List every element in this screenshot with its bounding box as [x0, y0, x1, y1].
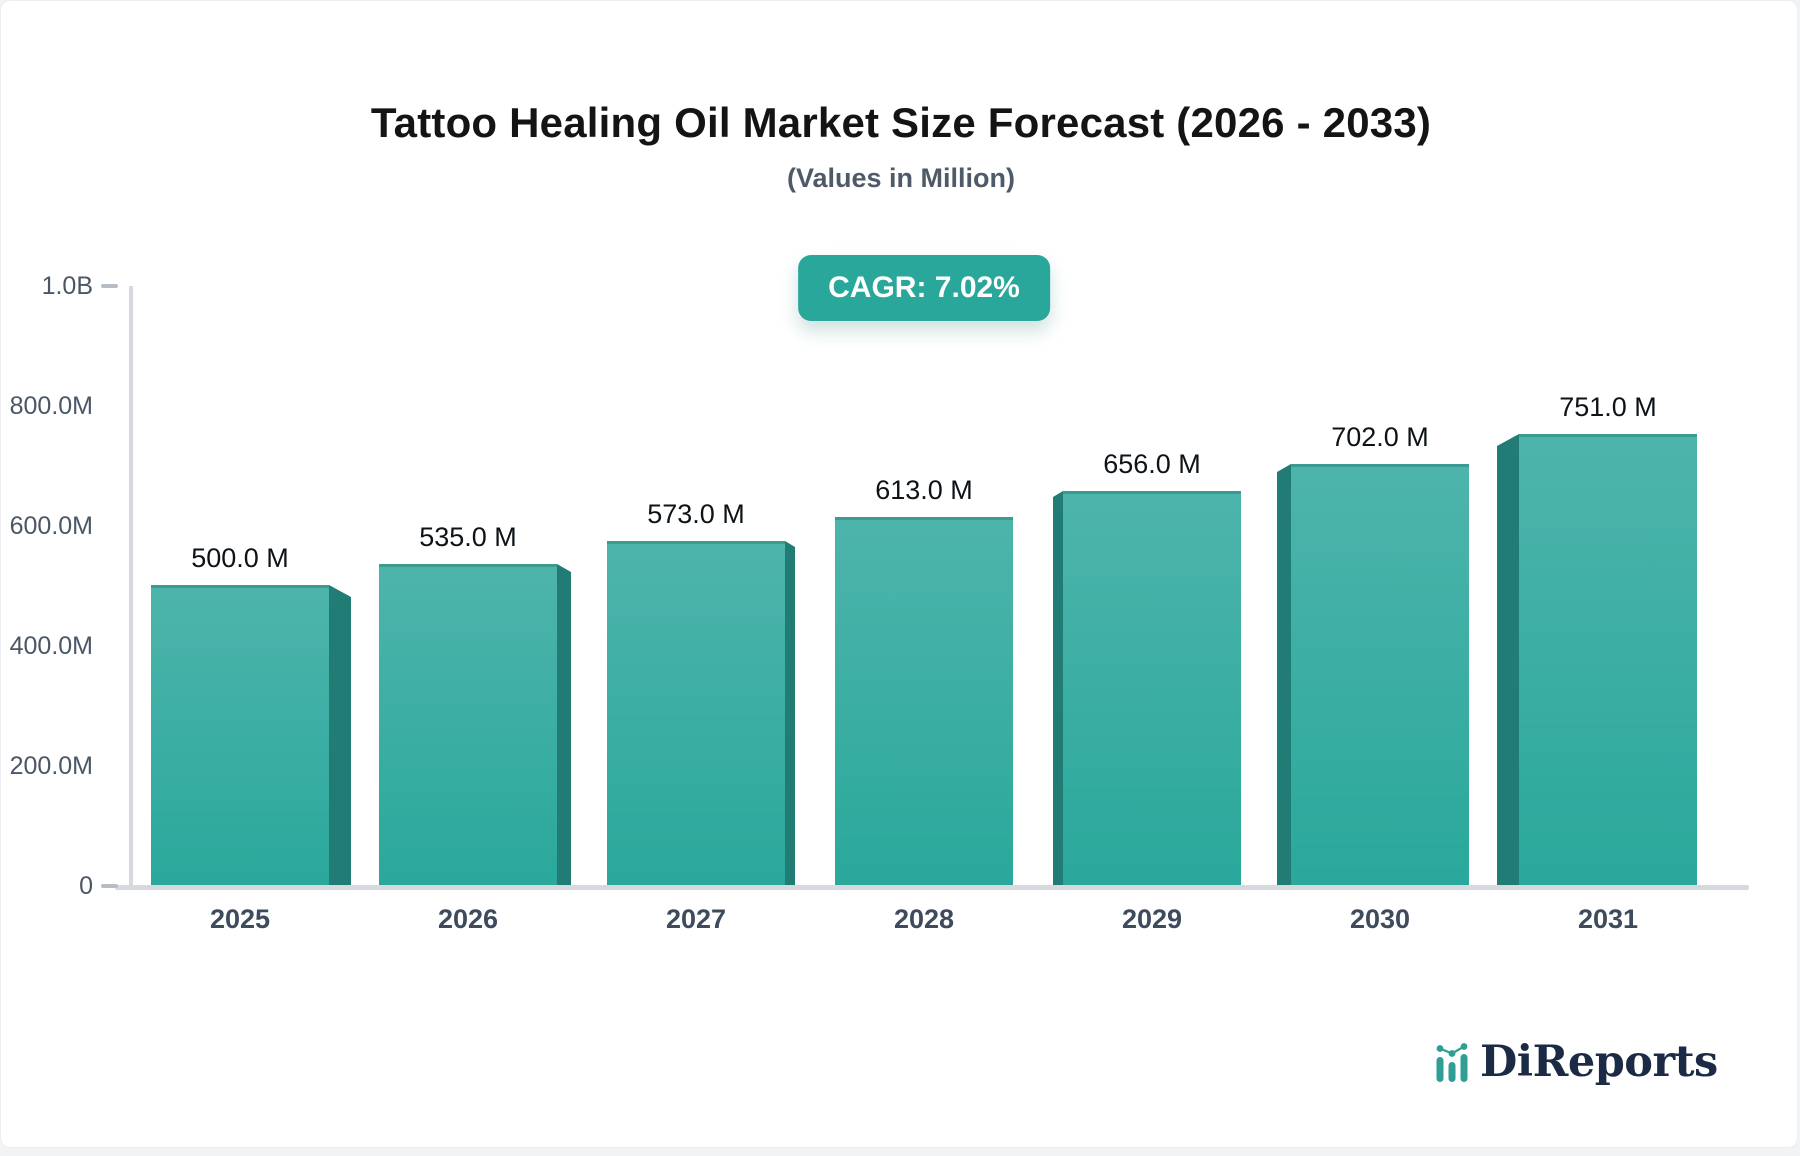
y-axis-line	[129, 286, 133, 886]
bar-value-label: 535.0 M	[419, 522, 517, 552]
x-axis-label-2025: 2025	[209, 904, 271, 934]
cagr-badge: CAGR: 7.02%	[798, 255, 1050, 321]
y-axis-tick-label: 0	[79, 872, 93, 900]
direports-logo: DiReports	[1433, 1037, 1718, 1087]
bar-value-label: 656.0 M	[1103, 449, 1201, 479]
chart-title: Tattoo Healing Oil Market Size Forecast …	[370, 99, 1432, 146]
x-axis-label-2031: 2031	[1577, 904, 1639, 934]
direports-logo-text: DiReports	[1480, 1037, 1718, 1087]
bar-side-face	[1277, 464, 1291, 885]
bar-value-label: 573.0 M	[647, 499, 745, 529]
y-axis-tick-label: 800.0M	[9, 392, 93, 420]
bar-2027[interactable]	[607, 541, 785, 885]
bar-2028[interactable]	[835, 517, 1013, 885]
y-axis-tick-label: 400.0M	[9, 632, 93, 660]
bar-value-label: 751.0 M	[1559, 392, 1657, 422]
direports-logo-icon	[1436, 1043, 1468, 1082]
y-axis-tick-mark	[101, 884, 118, 888]
bar-side-face	[785, 541, 795, 885]
bar-side-face	[1497, 434, 1519, 885]
bar-2026[interactable]	[379, 564, 557, 885]
x-axis-label-2026: 2026	[437, 904, 499, 934]
bar-2031[interactable]	[1519, 434, 1697, 885]
bar-2030[interactable]	[1291, 464, 1469, 885]
chart-subtitle: (Values in Million)	[786, 163, 1016, 193]
bar-side-face	[557, 564, 571, 885]
y-axis-tick-label: 600.0M	[9, 512, 93, 540]
x-axis-label-2030: 2030	[1349, 904, 1411, 934]
bar-value-label: 702.0 M	[1331, 422, 1429, 452]
bar-2029[interactable]	[1063, 491, 1241, 885]
y-axis-tick-label: 1.0B	[41, 272, 93, 300]
bar-value-label: 613.0 M	[875, 475, 973, 505]
bar-side-face	[1053, 491, 1063, 885]
x-axis-label-2029: 2029	[1121, 904, 1183, 934]
bar-2025[interactable]	[151, 585, 329, 885]
x-axis-line	[115, 885, 1749, 890]
y-axis-tick-mark	[101, 284, 118, 288]
bar-value-label: 500.0 M	[191, 543, 289, 573]
bar-side-face	[329, 585, 351, 885]
x-axis-label-2028: 2028	[893, 904, 955, 934]
y-axis-tick-label: 200.0M	[9, 752, 93, 780]
x-axis-label-2027: 2027	[665, 904, 727, 934]
